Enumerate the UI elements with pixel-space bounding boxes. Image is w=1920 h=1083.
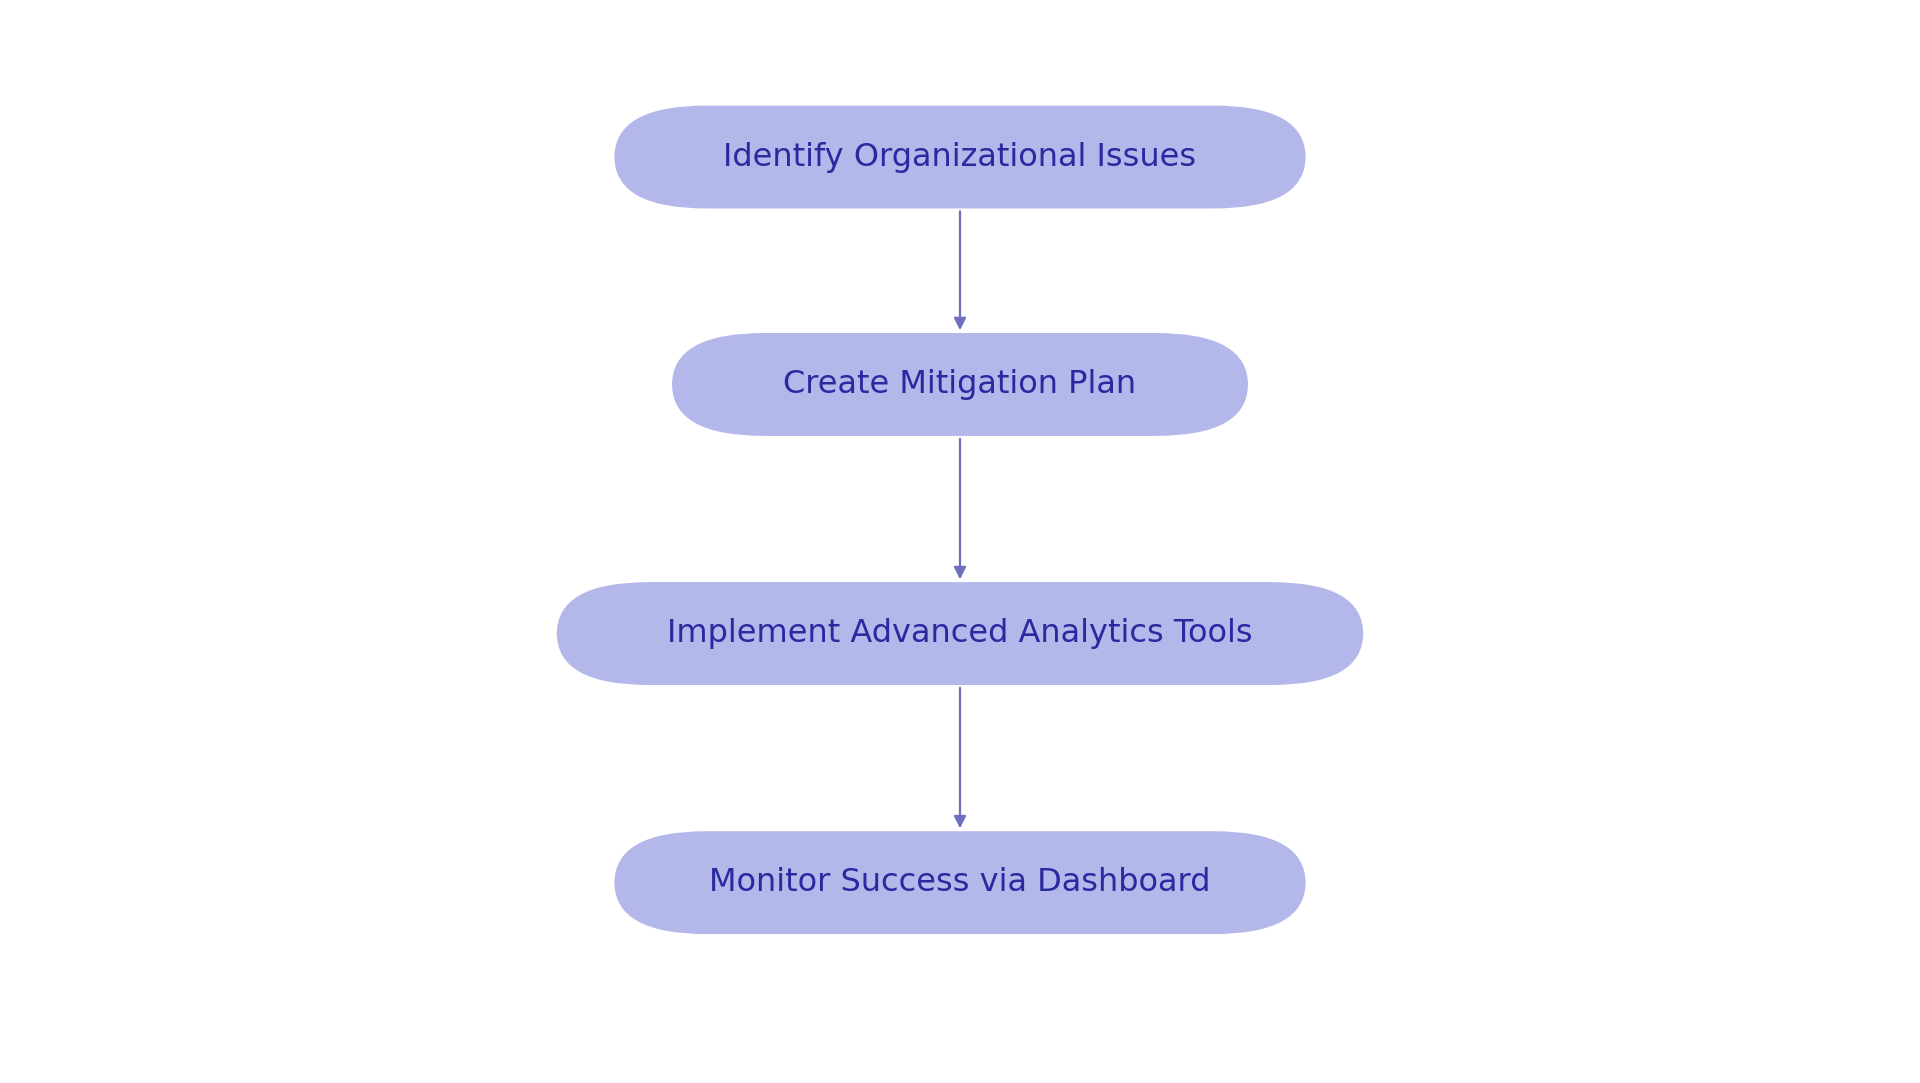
FancyBboxPatch shape [557,583,1363,686]
FancyBboxPatch shape [672,334,1248,435]
Text: Implement Advanced Analytics Tools: Implement Advanced Analytics Tools [666,618,1254,649]
Text: Identify Organizational Issues: Identify Organizational Issues [724,142,1196,172]
Text: Create Mitigation Plan: Create Mitigation Plan [783,369,1137,400]
FancyBboxPatch shape [614,106,1306,208]
Text: Monitor Success via Dashboard: Monitor Success via Dashboard [708,867,1212,898]
FancyBboxPatch shape [614,832,1306,934]
